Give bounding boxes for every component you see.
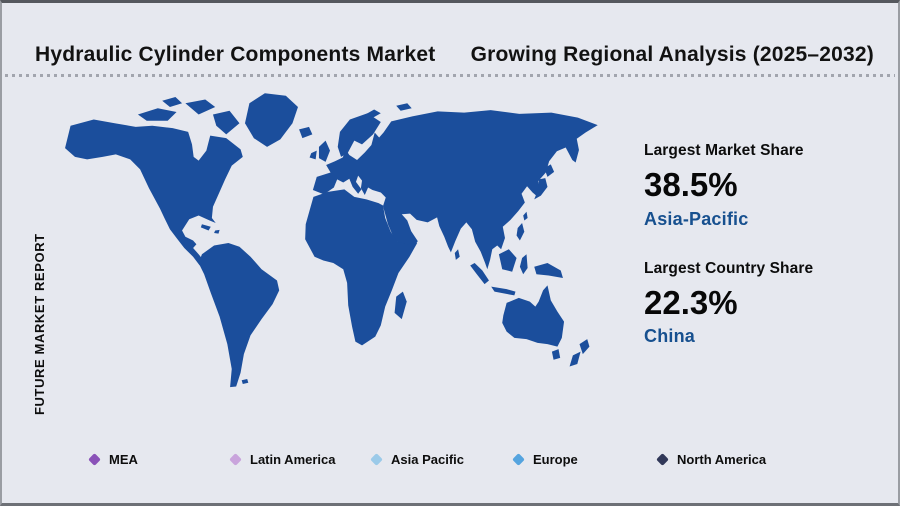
legend-dot-mea xyxy=(88,452,101,466)
madagascar xyxy=(394,291,407,320)
world-map-svg xyxy=(65,93,598,388)
stat-largest-country-share: Largest Country Share 22.3% China xyxy=(644,260,874,348)
page-title-right: Growing Regional Analysis (2025–2032) xyxy=(470,43,874,66)
taiwan xyxy=(523,211,528,221)
south-america xyxy=(198,243,280,388)
arctic-islands xyxy=(137,96,240,135)
header: Hydraulic Cylinder Components Market Gro… xyxy=(35,43,874,67)
australia xyxy=(502,285,565,360)
stat-value: 22.3% xyxy=(644,283,738,321)
legend-label: Asia Pacific xyxy=(391,451,464,467)
eurasia xyxy=(312,110,598,270)
legend-dot-north-america xyxy=(656,452,669,466)
legend-label: Europe xyxy=(533,451,578,467)
legend-item-north-america: North America xyxy=(656,449,767,469)
africa xyxy=(305,189,418,346)
legend-item-latin-america: Latin America xyxy=(229,449,336,469)
stats-panel: Largest Market Share 38.5% Asia-Pacific … xyxy=(644,142,874,377)
indonesia xyxy=(470,249,563,296)
greenland xyxy=(244,93,298,147)
brand-watermark: FUTURE MARKET REPORT xyxy=(32,233,47,415)
stat-region: Asia-Pacific xyxy=(644,208,749,229)
legend-label: North America xyxy=(677,451,767,467)
legend-dot-latin-america xyxy=(229,452,242,466)
iceland xyxy=(299,126,313,139)
sri-lanka xyxy=(454,249,460,260)
legend-item-mea: MEA xyxy=(88,449,138,469)
legend-dot-europe xyxy=(512,452,525,466)
stat-largest-market-share: Largest Market Share 38.5% Asia-Pacific xyxy=(644,142,874,230)
stat-label: Largest Country Share xyxy=(644,259,814,277)
legend-item-europe: Europe xyxy=(512,449,578,469)
caribbean-islands xyxy=(200,224,220,234)
legend-item-asia-pacific: Asia Pacific xyxy=(370,449,464,469)
stat-value: 38.5% xyxy=(644,166,738,203)
world-map-container xyxy=(54,87,606,399)
stat-region: China xyxy=(644,326,696,347)
world-map xyxy=(65,93,598,388)
legend-label: Latin America xyxy=(250,451,336,467)
new-zealand xyxy=(569,339,590,367)
japan xyxy=(534,164,555,200)
dotted-divider xyxy=(5,74,895,77)
british-isles xyxy=(309,140,330,162)
page-title-left: Hydraulic Cylinder Components Market xyxy=(35,43,436,66)
legend-label: MEA xyxy=(109,451,138,467)
north-america xyxy=(65,119,243,266)
arctic-russia-islands xyxy=(363,103,412,120)
legend: MEA Latin America Asia Pacific Europe No… xyxy=(2,449,898,469)
stat-label: Largest Market Share xyxy=(644,142,804,159)
scandinavia xyxy=(337,113,381,157)
philippines xyxy=(516,223,525,241)
legend-dot-asia-pacific xyxy=(370,452,383,466)
